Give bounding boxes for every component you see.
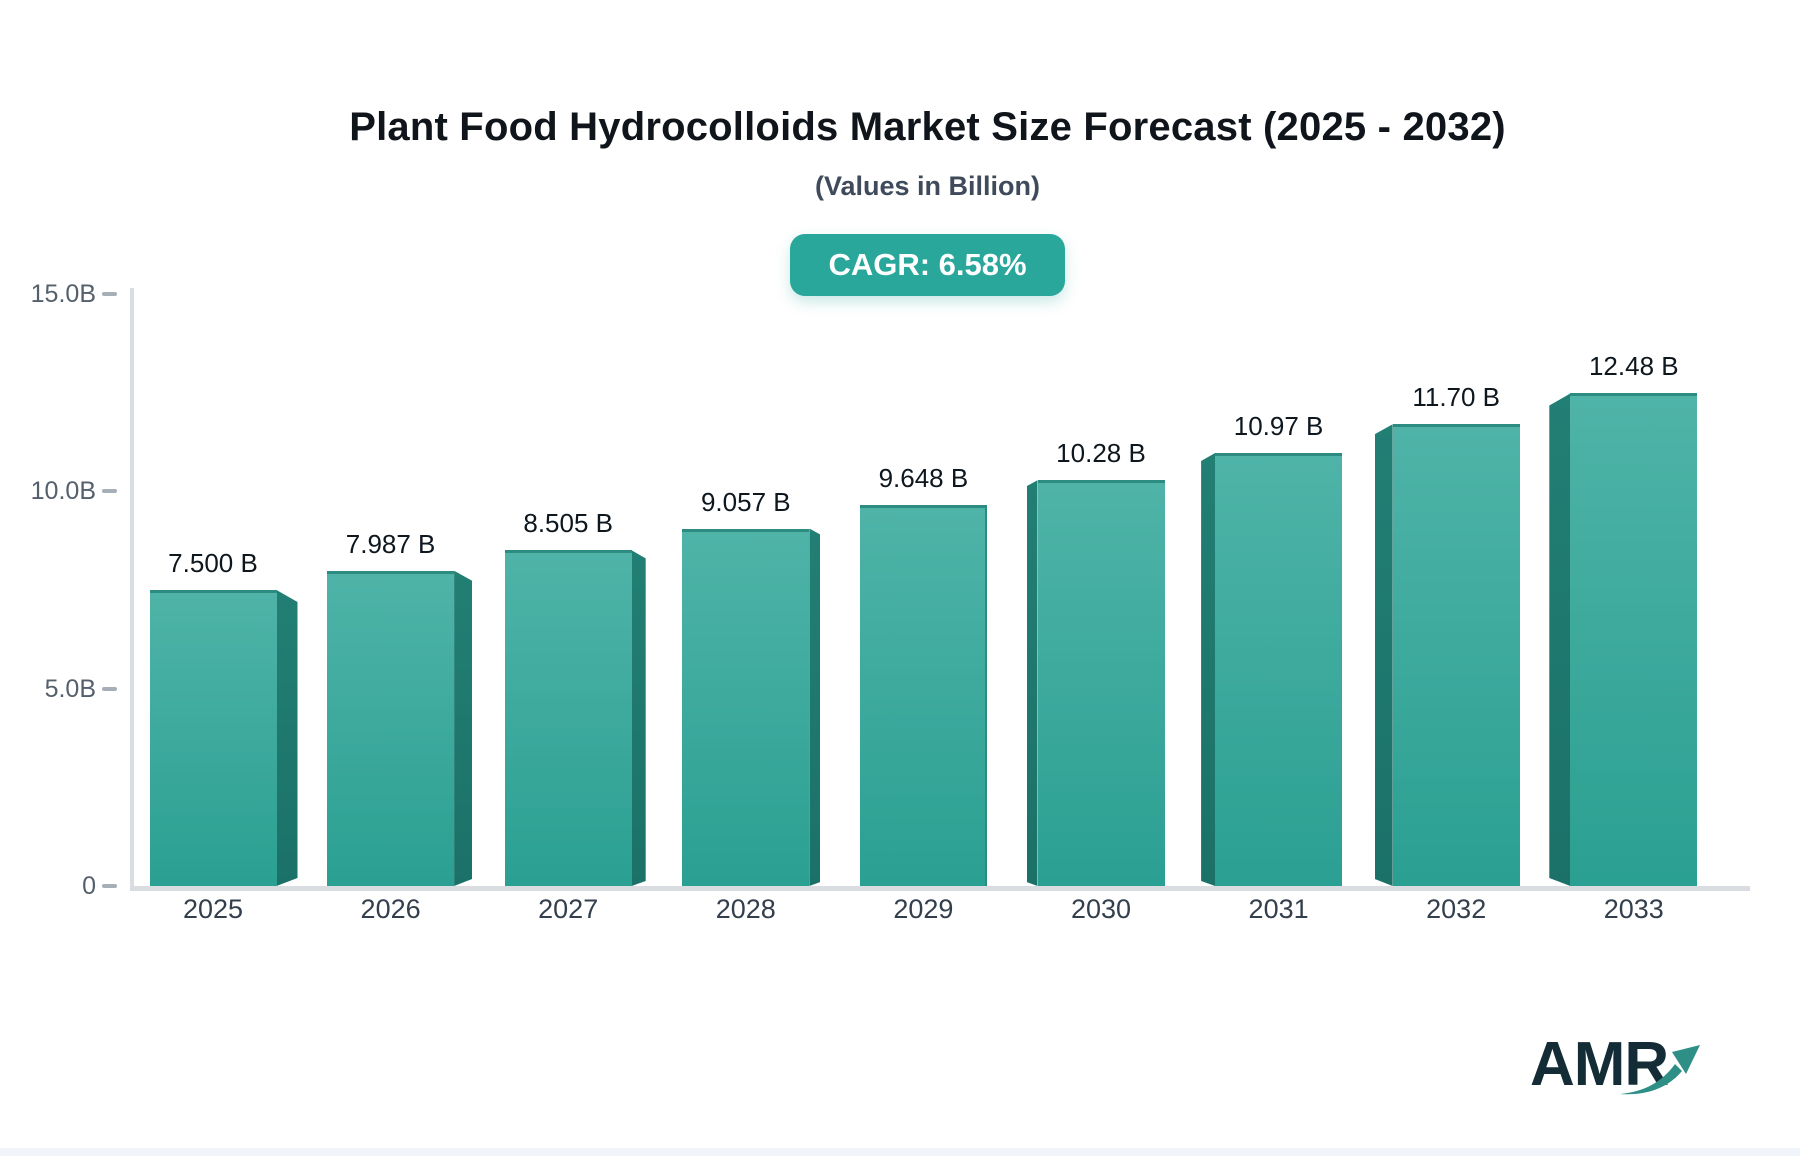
page-bottom-edge xyxy=(0,1148,1800,1156)
bar-face-2029 xyxy=(859,505,987,886)
bar-value-label-2031: 10.97 B xyxy=(1233,411,1324,442)
bar-value-label-2026: 7.987 B xyxy=(345,528,436,559)
bar-value-label-2028: 9.057 B xyxy=(700,486,791,517)
y-tick-dash xyxy=(102,489,117,494)
bar-face-2027 xyxy=(504,550,632,886)
x-axis-baseline xyxy=(130,886,1750,891)
growth-arrow-icon xyxy=(1620,1045,1700,1095)
x-axis-label-2033: 2033 xyxy=(1603,894,1664,924)
bar-side-face-2028 xyxy=(809,529,820,886)
bar-side-face-2025 xyxy=(277,590,298,886)
chart-title: Plant Food Hydrocolloids Market Size For… xyxy=(349,105,1506,149)
x-axis-label-2028: 2028 xyxy=(715,894,776,924)
x-axis-label-2030: 2030 xyxy=(1070,894,1132,924)
x-axis-label-2032: 2032 xyxy=(1426,894,1487,924)
y-tick-label: 5.0B xyxy=(44,674,96,703)
x-axis-label-2031: 2031 xyxy=(1248,894,1309,924)
bar-face-2030 xyxy=(1037,480,1165,886)
bar-side-face-2033 xyxy=(1549,393,1570,886)
chart-subtitle: (Values in Billion) xyxy=(814,171,1041,201)
y-tick-dash xyxy=(102,884,117,888)
bar-face-2033 xyxy=(1570,393,1698,886)
cagr-badge: CAGR: 6.58% xyxy=(790,234,1065,296)
bar-value-label-2033: 12.48 B xyxy=(1588,351,1679,382)
bar-side-face-2027 xyxy=(632,550,646,886)
amr-logo-text: AMR xyxy=(1530,1030,1669,1099)
bar-side-face-2031 xyxy=(1201,453,1215,886)
bar-value-label-2030: 10.28 B xyxy=(1056,438,1146,469)
y-tick-label: 15.0B xyxy=(30,280,96,308)
y-tick-label: 10.0B xyxy=(30,477,96,506)
x-axis-label-2026: 2026 xyxy=(360,894,421,924)
bar-face-2028 xyxy=(682,528,810,886)
y-tick-dash xyxy=(102,686,117,691)
y-tick-label: 0 xyxy=(82,872,96,900)
bar-face-2032 xyxy=(1392,424,1520,886)
bar-face-2025 xyxy=(149,590,277,886)
bar-value-label-2032: 11.70 B xyxy=(1412,382,1501,413)
x-axis-label-2027: 2027 xyxy=(538,894,599,924)
bar-side-face-2032 xyxy=(1375,424,1393,886)
bar-value-label-2027: 8.505 B xyxy=(523,508,613,539)
bar-face-2031 xyxy=(1215,453,1343,886)
x-axis-label-2025: 2025 xyxy=(182,894,244,924)
bar-value-label-2029: 9.648 B xyxy=(878,463,969,494)
bar-value-label-2025: 7.500 B xyxy=(168,548,258,578)
y-tick-dash xyxy=(102,292,117,296)
x-axis-label-2029: 2029 xyxy=(893,894,954,924)
bar-side-face-2030 xyxy=(1027,480,1038,886)
bar-side-face-2026 xyxy=(454,571,472,886)
amr-logo: AMR xyxy=(1530,1034,1770,1124)
chart-header: Plant Food Hydrocolloids Market Size For… xyxy=(0,0,1800,296)
bar-face-2026 xyxy=(327,570,455,886)
y-axis-line xyxy=(130,288,134,891)
